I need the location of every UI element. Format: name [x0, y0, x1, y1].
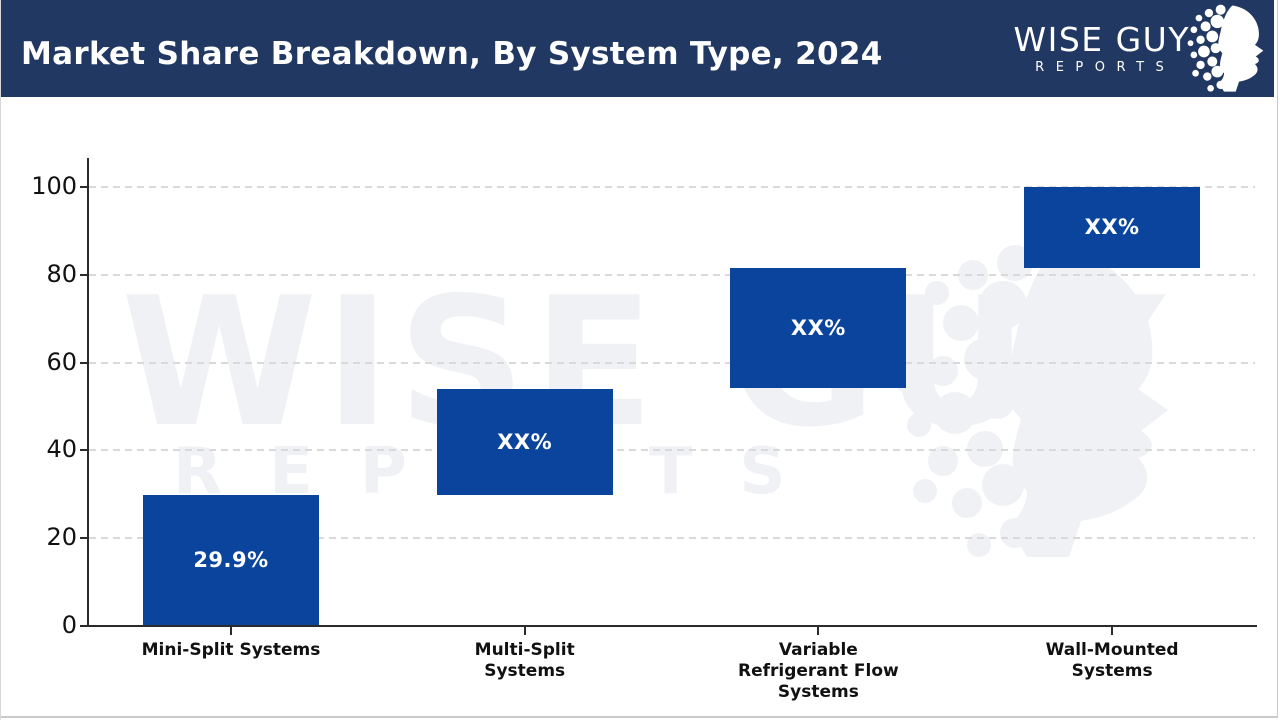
gridline	[89, 186, 1255, 188]
x-axis-line	[87, 625, 1257, 627]
bar-value-label: XX%	[790, 316, 846, 341]
y-axis-tick-label: 20	[46, 523, 77, 552]
gridline	[89, 361, 1255, 364]
x-axis-category-label: Variable Refrigerant Flow Systems	[738, 640, 899, 702]
y-axis-tick-label: 0	[61, 611, 77, 639]
y-axis-tick-mark	[80, 537, 89, 540]
y-axis-tick-mark	[80, 186, 89, 188]
y-axis-tick-mark	[80, 625, 89, 627]
gridline	[89, 273, 1255, 276]
page-title: Market Share Breakdown, By System Type, …	[21, 36, 883, 72]
x-axis-tick-mark	[523, 627, 526, 635]
y-axis-tick-mark	[80, 361, 89, 364]
y-axis-tick-mark	[80, 273, 89, 276]
y-axis-line	[87, 158, 89, 627]
header-bar: Market Share Breakdown, By System Type, …	[1, 0, 1274, 97]
logo-subtext: REPORTS	[1035, 59, 1176, 75]
bar-value-label: XX%	[1084, 215, 1140, 240]
bar-segment: 29.9%	[143, 494, 319, 626]
x-axis-category-label: Multi-Split Systems	[474, 640, 575, 681]
y-axis-tick-label: 60	[46, 347, 77, 376]
y-axis-tick-label: 80	[46, 259, 77, 288]
wiseguy-head-icon	[1187, 4, 1264, 92]
gridline	[89, 449, 1255, 452]
bar-segment: XX%	[730, 267, 907, 389]
y-axis-tick-label: 40	[46, 435, 77, 464]
x-axis-category-label: Wall-Mounted Systems	[1045, 640, 1179, 681]
bar-value-label: 29.9%	[193, 548, 269, 573]
x-axis-category-label: Mini-Split Systems	[141, 640, 321, 660]
x-axis-tick-mark	[230, 627, 232, 635]
y-axis-tick-mark	[80, 449, 89, 452]
bar-segment: XX%	[1024, 187, 1201, 268]
x-axis-tick-mark	[1111, 627, 1114, 635]
gridline	[89, 537, 1255, 540]
y-axis-tick-label: 100	[31, 172, 77, 200]
logo-wordmark: WISE GUY	[1013, 20, 1190, 60]
bar-value-label: XX%	[497, 429, 553, 454]
wiseguy-logo: WISE GUY REPORTS	[1013, 4, 1266, 94]
logo-text: WISE GUY REPORTS	[1013, 23, 1190, 75]
x-axis-tick-mark	[817, 627, 820, 635]
bar-segment: XX%	[436, 388, 613, 495]
